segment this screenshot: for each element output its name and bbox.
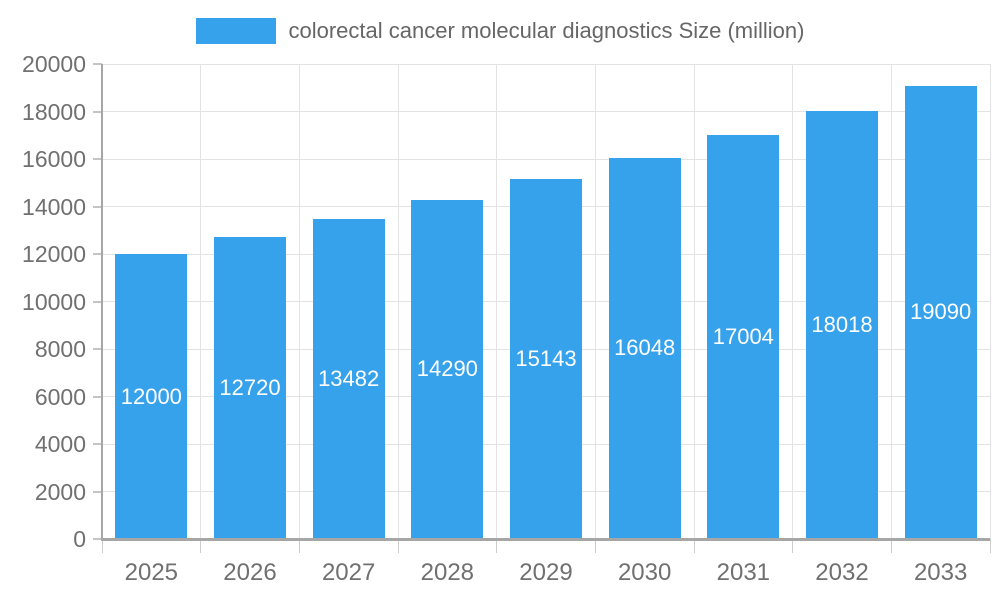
bar[interactable]: 19090 <box>904 85 977 539</box>
y-axis-label: 4000 <box>34 431 86 457</box>
x-tick <box>101 539 103 553</box>
x-tick <box>397 539 399 553</box>
x-gridline <box>989 64 991 539</box>
bar-value-label: 15143 <box>515 346 577 372</box>
x-tick <box>792 539 794 553</box>
bar-value-label: 16048 <box>614 335 676 361</box>
legend-swatch <box>195 18 276 44</box>
x-axis-label: 2031 <box>716 559 771 586</box>
legend-label: colorectal cancer molecular diagnostics … <box>288 18 805 43</box>
x-axis-line <box>101 538 990 541</box>
x-axis-label: 2025 <box>124 559 179 586</box>
y-tick <box>93 253 102 255</box>
x-gridline <box>693 64 695 539</box>
bar-value-label: 13482 <box>318 365 380 391</box>
y-tick <box>93 205 102 208</box>
y-tick <box>93 395 102 398</box>
x-gridline <box>496 64 498 539</box>
y-tick <box>93 443 102 445</box>
y-axis-label: 0 <box>73 526 86 552</box>
y-axis-label: 20000 <box>22 51 86 77</box>
y-tick <box>93 158 102 160</box>
x-gridline <box>594 64 596 539</box>
y-gridline <box>102 158 990 160</box>
bar[interactable]: 16048 <box>608 157 681 539</box>
x-axis-label: 2032 <box>815 559 869 586</box>
y-axis-label: 18000 <box>22 98 86 125</box>
bar-value-label: 18018 <box>811 312 873 338</box>
legend[interactable]: colorectal cancer molecular diagnostics … <box>0 14 1000 48</box>
bar-value-label: 14290 <box>416 356 478 382</box>
y-axis-label: 6000 <box>34 383 86 410</box>
x-tick <box>298 539 300 553</box>
bar[interactable]: 14290 <box>411 199 484 539</box>
x-tick <box>496 539 498 553</box>
bar-value-label: 17004 <box>712 324 774 350</box>
y-axis-label: 8000 <box>34 336 86 362</box>
y-axis-label: 12000 <box>22 241 86 267</box>
x-axis-label: 2030 <box>617 559 672 586</box>
y-tick <box>93 538 102 540</box>
y-tick <box>93 63 102 65</box>
bar-value-label: 19090 <box>910 299 972 325</box>
x-gridline <box>890 64 892 539</box>
y-axis-label: 14000 <box>22 193 86 220</box>
bar-value-label: 12720 <box>219 374 281 400</box>
bar[interactable]: 12720 <box>214 236 286 539</box>
x-tick <box>890 539 892 553</box>
x-axis-label: 2026 <box>223 559 277 586</box>
bar[interactable]: 12000 <box>115 254 188 539</box>
x-gridline <box>200 64 202 539</box>
bar[interactable]: 18018 <box>806 111 878 539</box>
x-gridline <box>397 64 399 539</box>
bar[interactable]: 15143 <box>510 179 582 539</box>
y-tick <box>93 490 102 493</box>
x-tick <box>989 539 991 553</box>
y-axis-label: 2000 <box>34 478 86 505</box>
y-axis-line <box>101 64 103 539</box>
x-tick <box>693 539 695 553</box>
y-axis-label: 16000 <box>22 146 86 172</box>
x-axis-label: 2033 <box>913 559 968 586</box>
y-gridline <box>102 111 990 112</box>
bar[interactable]: 17004 <box>707 135 780 539</box>
y-tick <box>93 300 102 303</box>
y-gridline <box>102 63 990 65</box>
x-axis-label: 2028 <box>420 559 475 586</box>
x-tick <box>200 539 202 553</box>
x-axis-label: 2029 <box>519 559 573 586</box>
y-tick <box>93 348 102 350</box>
x-axis-label: 2027 <box>321 559 376 586</box>
x-gridline <box>298 64 300 539</box>
bar-value-label: 12000 <box>120 383 182 409</box>
x-tick <box>594 539 596 553</box>
x-gridline <box>792 64 794 539</box>
y-axis-label: 10000 <box>22 288 86 315</box>
bar[interactable]: 13482 <box>312 218 385 539</box>
y-tick <box>93 110 102 113</box>
